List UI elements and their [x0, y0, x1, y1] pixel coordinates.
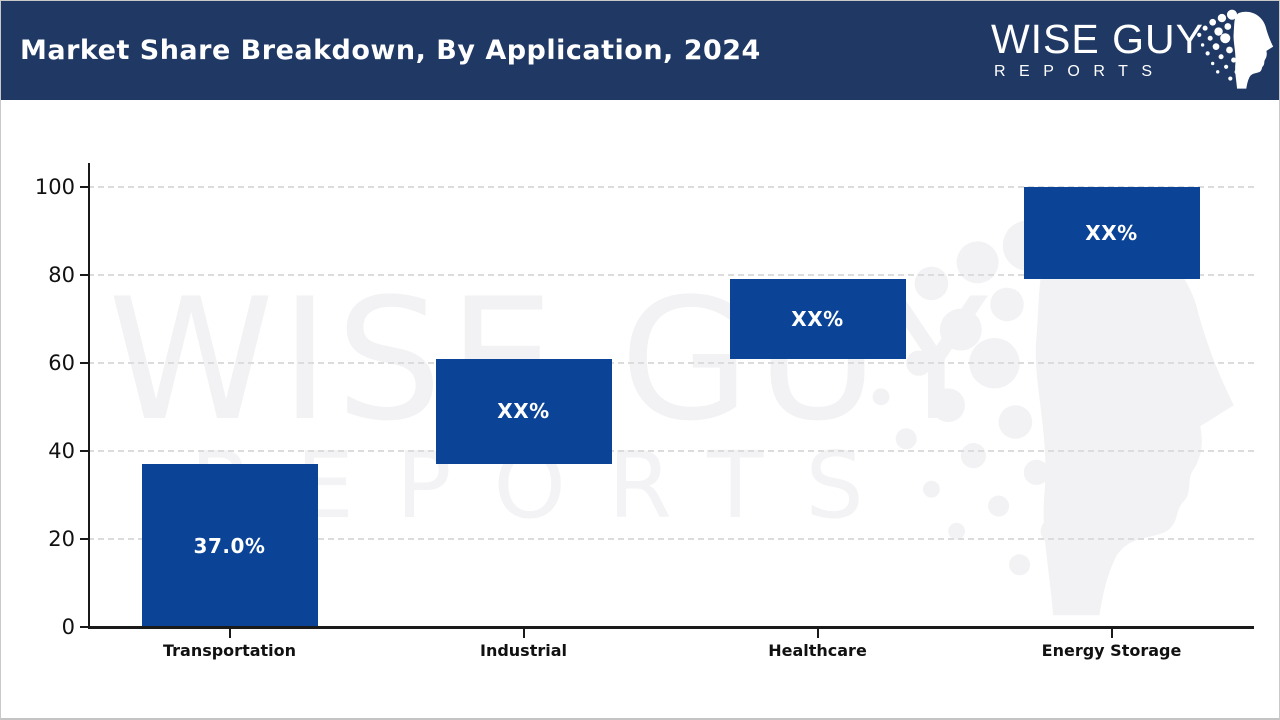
- bar-value-label-energy-storage: XX%: [1085, 221, 1138, 246]
- brand-logo: WISE GUY REPORTS: [991, 8, 1280, 92]
- gridline-100: [88, 186, 1254, 188]
- x-axis-line: [88, 626, 1254, 629]
- y-tick-mark-100: [80, 186, 88, 188]
- brand-wordmark: WISE GUY: [990, 16, 1204, 62]
- y-tick-mark-40: [80, 450, 88, 452]
- gridline-60: [88, 362, 1254, 364]
- brand-logo-text: WISE GUY REPORTS: [991, 19, 1204, 81]
- y-tick-mark-80: [80, 274, 88, 276]
- y-tick-mark-60: [80, 362, 88, 364]
- x-tick-mark-healthcare: [816, 629, 819, 638]
- x-axis-label-healthcare: Healthcare: [768, 641, 867, 660]
- bar-value-label-healthcare: XX%: [791, 306, 844, 331]
- bar-healthcare: XX%: [729, 279, 906, 359]
- y-tick-label-80: 80: [48, 263, 75, 287]
- y-tick-label-20: 20: [48, 527, 75, 551]
- x-tick-mark-industrial: [522, 629, 525, 638]
- y-tick-mark-20: [80, 538, 88, 540]
- header: Market Share Breakdown, By Application, …: [0, 0, 1280, 100]
- y-tick-label-0: 0: [61, 615, 75, 639]
- gridline-80: [88, 274, 1254, 276]
- brand-sub-wordmark: REPORTS: [993, 63, 1166, 80]
- bar-value-label-transportation: 37.0%: [193, 533, 266, 558]
- brand-face-icon: [1190, 8, 1274, 92]
- bar-energy-storage: XX%: [1023, 187, 1200, 280]
- bar-value-label-industrial: XX%: [497, 399, 550, 424]
- y-tick-label-100: 100: [34, 175, 75, 199]
- x-axis-label-industrial: Industrial: [479, 641, 567, 660]
- bar-transportation: 37.0%: [141, 464, 318, 627]
- y-tick-label-60: 60: [48, 351, 75, 375]
- y-axis-line: [88, 163, 90, 629]
- x-tick-mark-transportation: [228, 629, 231, 638]
- gridline-20: [88, 538, 1254, 540]
- y-tick-label-40: 40: [48, 439, 75, 463]
- x-tick-mark-energy-storage: [1110, 629, 1113, 638]
- gridline-40: [88, 450, 1254, 452]
- y-tick-mark-0: [80, 626, 88, 628]
- x-axis-label-transportation: Transportation: [162, 641, 297, 660]
- x-axis-label-energy-storage: Energy Storage: [1041, 641, 1182, 660]
- bar-industrial: XX%: [435, 358, 612, 465]
- page-title: Market Share Breakdown, By Application, …: [20, 34, 761, 66]
